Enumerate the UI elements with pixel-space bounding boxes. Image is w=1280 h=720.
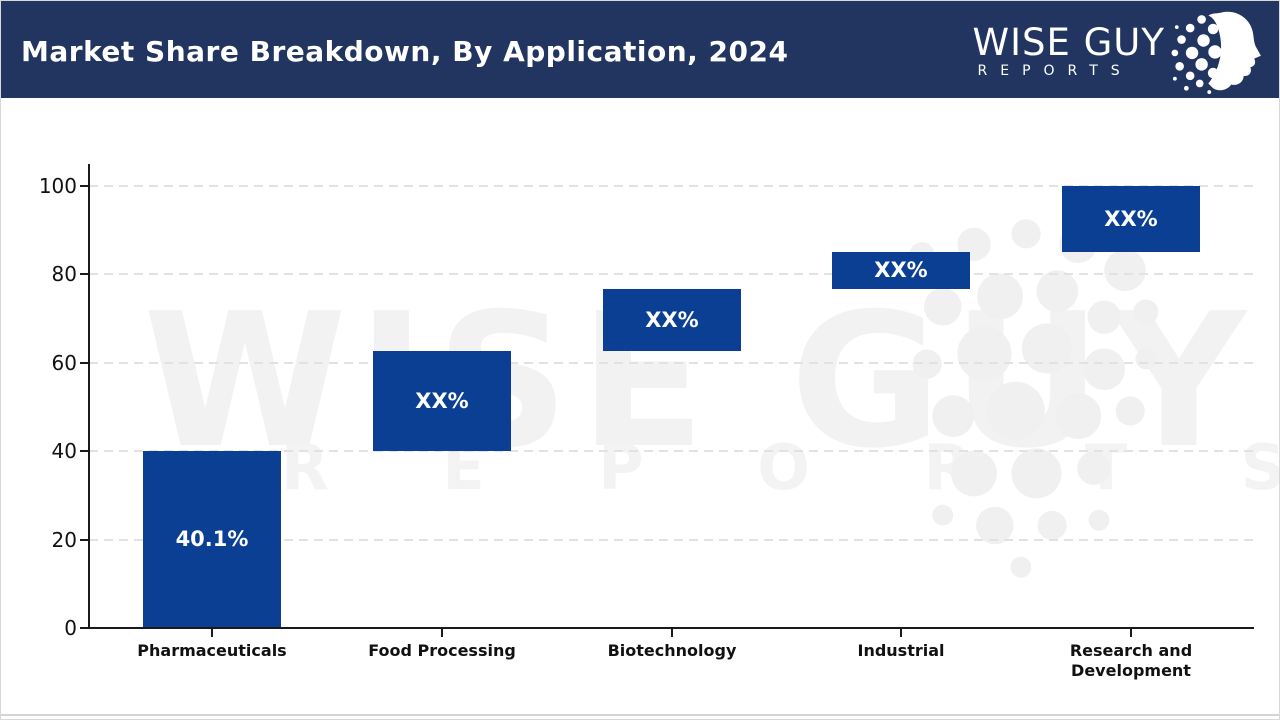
x-axis-line	[88, 627, 1254, 629]
x-tick-label-5: Research and Development	[1069, 641, 1193, 680]
bar-value-label-5: XX%	[1104, 206, 1158, 231]
chart-title: Market Share Breakdown, By Application, …	[21, 35, 789, 68]
y-tick-0	[80, 627, 88, 629]
header-band: Market Share Breakdown, By Application, …	[1, 1, 1279, 98]
x-tick-4	[900, 629, 902, 637]
x-tick-3	[671, 629, 673, 637]
y-tick-40	[80, 450, 88, 453]
x-tick-5	[1130, 629, 1132, 637]
x-tick-1	[211, 629, 213, 637]
x-tick-2	[441, 629, 443, 637]
logo-head-icon	[1171, 11, 1261, 94]
y-tick-label-0: 0	[64, 616, 77, 640]
bar-segment-1: 40.1%	[143, 450, 281, 628]
logo-text: WISE GUY REPORTS	[973, 24, 1165, 78]
y-tick-100	[80, 185, 88, 187]
bar-segment-2: XX%	[373, 351, 511, 451]
gridline-60	[89, 361, 1254, 364]
wise-guy-reports-logo: WISE GUY REPORTS	[973, 9, 1263, 94]
gridline-100	[89, 185, 1254, 187]
y-tick-label-80: 80	[51, 262, 77, 287]
gridline-20	[89, 538, 1254, 541]
bar-value-label-2: XX%	[415, 389, 469, 414]
y-tick-label-60: 60	[51, 350, 77, 375]
gridline-80	[89, 273, 1254, 276]
logo-wordmark: WISE GUY	[972, 21, 1165, 64]
x-tick-label-1: Pharmaceuticals	[137, 641, 287, 660]
bar-value-label-3: XX%	[645, 308, 699, 333]
gridline-40	[89, 450, 1254, 453]
x-tick-label-4: Industrial	[857, 641, 945, 660]
y-tick-20	[80, 538, 88, 541]
x-tick-label-3: Biotechnology	[607, 641, 737, 660]
bottom-divider	[1, 714, 1279, 716]
bar-value-label-4: XX%	[874, 258, 928, 283]
y-tick-label-40: 40	[51, 439, 77, 464]
y-tick-label-20: 20	[51, 527, 77, 552]
bar-segment-4: XX%	[832, 251, 970, 289]
y-tick-label-100: 100	[38, 174, 77, 198]
y-axis-line	[88, 164, 90, 629]
y-tick-80	[80, 273, 88, 276]
bar-segment-3: XX%	[603, 288, 741, 352]
logo-subtitle: REPORTS	[977, 63, 1133, 79]
bar-value-label-1: 40.1%	[175, 527, 249, 552]
y-tick-60	[80, 361, 88, 364]
bar-segment-5: XX%	[1062, 186, 1200, 252]
x-tick-label-2: Food Processing	[368, 641, 516, 660]
